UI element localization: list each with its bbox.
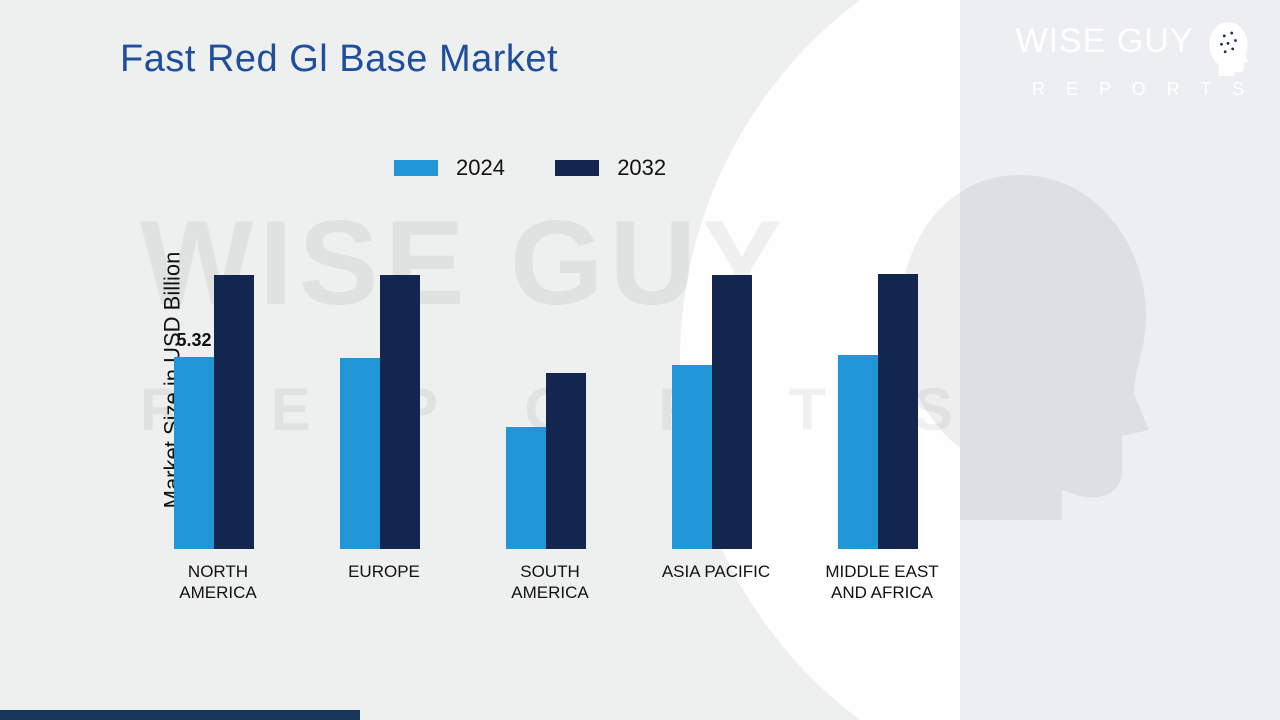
x-axis-category-label: ASIA PACIFIC <box>646 561 786 582</box>
legend-label-2032: 2032 <box>617 155 666 180</box>
bar-series-b <box>546 373 586 549</box>
decor-bottom-bar <box>0 710 360 720</box>
chart-title: Fast Red Gl Base Market <box>120 38 558 81</box>
x-axis-category-label: NORTH AMERICA <box>148 561 288 604</box>
x-axis-category-label: SOUTH AMERICA <box>480 561 620 604</box>
bar-series-b <box>380 275 420 549</box>
logo-line1: WISE GUY <box>1016 22 1194 60</box>
legend-label-2024: 2024 <box>456 155 505 180</box>
logo-line2: R E P O R T S <box>1016 80 1252 98</box>
logo-head-icon <box>1204 20 1252 76</box>
bar-series-a <box>506 427 546 549</box>
legend-swatch-2032 <box>555 160 599 176</box>
chart-legend: 2024 2032 <box>100 154 960 181</box>
brand-logo: WISE GUY R E P O R T S <box>1016 20 1252 98</box>
legend-item-2032: 2032 <box>555 154 666 181</box>
legend-swatch-2024 <box>394 160 438 176</box>
bar-series-a <box>340 358 380 549</box>
bar-series-a <box>672 365 712 549</box>
bar-series-a <box>174 357 214 549</box>
bar-series-b <box>878 274 918 549</box>
plot-area: 5.32NORTH AMERICAEUROPESOUTH AMERICAASIA… <box>140 190 940 550</box>
x-axis-category-label: MIDDLE EAST AND AFRICA <box>812 561 952 604</box>
legend-item-2024: 2024 <box>394 154 505 181</box>
bar-series-a <box>838 355 878 549</box>
bar-series-b <box>214 275 254 549</box>
bar-chart: 2024 2032 Market Size in USD Billion 5.3… <box>100 160 960 600</box>
bar-value-label: 5.32 <box>154 330 234 351</box>
x-axis-category-label: EUROPE <box>314 561 454 582</box>
bar-series-b <box>712 275 752 549</box>
